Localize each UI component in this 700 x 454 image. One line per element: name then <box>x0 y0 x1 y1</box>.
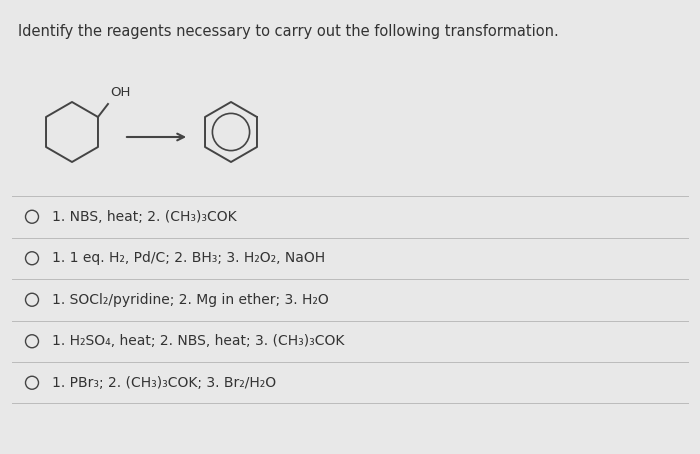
Text: 1. H₂SO₄, heat; 2. NBS, heat; 3. (CH₃)₃COK: 1. H₂SO₄, heat; 2. NBS, heat; 3. (CH₃)₃C… <box>52 334 344 348</box>
Text: 1. SOCl₂/pyridine; 2. Mg in ether; 3. H₂O: 1. SOCl₂/pyridine; 2. Mg in ether; 3. H₂… <box>52 293 329 307</box>
Text: OH: OH <box>110 86 130 99</box>
Text: 1. PBr₃; 2. (CH₃)₃COK; 3. Br₂/H₂O: 1. PBr₃; 2. (CH₃)₃COK; 3. Br₂/H₂O <box>52 376 276 390</box>
Text: Identify the reagents necessary to carry out the following transformation.: Identify the reagents necessary to carry… <box>18 24 559 39</box>
Text: 1. 1 eq. H₂, Pd/C; 2. BH₃; 3. H₂O₂, NaOH: 1. 1 eq. H₂, Pd/C; 2. BH₃; 3. H₂O₂, NaOH <box>52 251 325 265</box>
Text: 1. NBS, heat; 2. (CH₃)₃COK: 1. NBS, heat; 2. (CH₃)₃COK <box>52 210 237 224</box>
